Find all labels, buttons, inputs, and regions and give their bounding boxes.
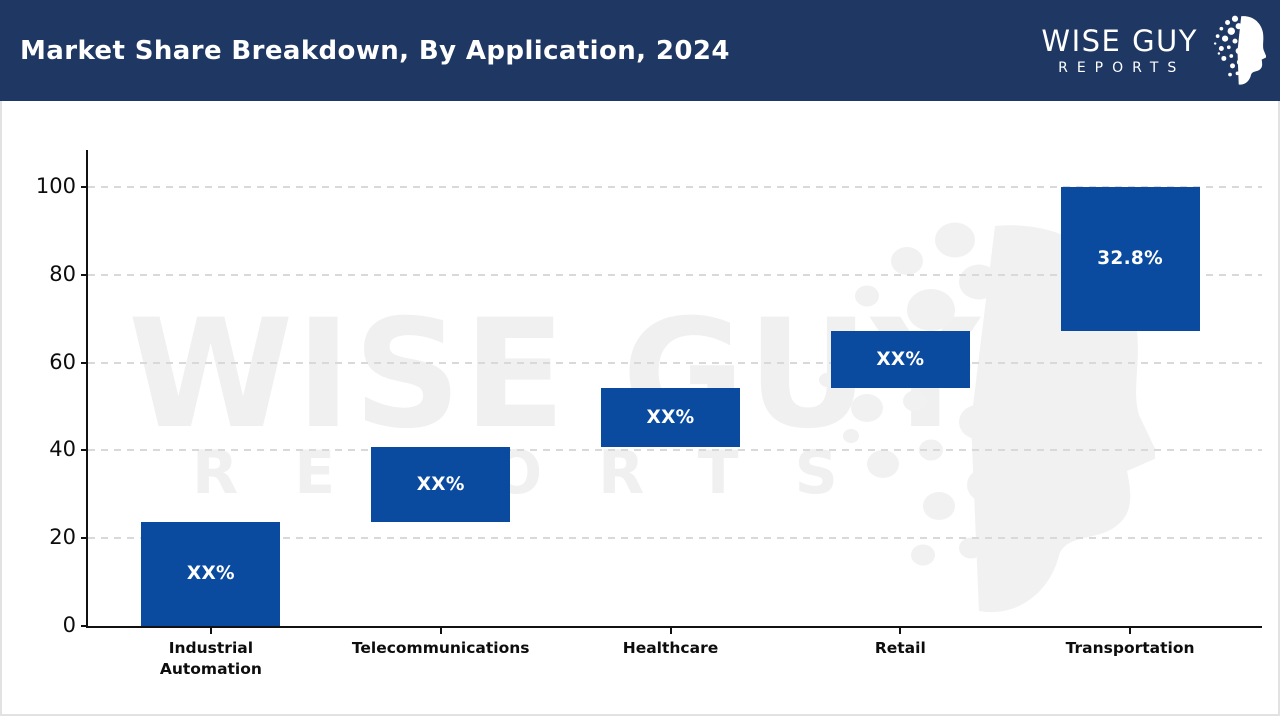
bar-healthcare: XX%	[601, 388, 740, 448]
y-tick-20	[81, 537, 88, 540]
x-tick-label-0: Industrial Automation	[96, 638, 326, 680]
x-tick-label-line: Retail	[874, 639, 926, 657]
x-tick-label-1: Telecommunications	[326, 638, 556, 659]
logo-wordmark-main: WISE GUY	[1041, 24, 1198, 58]
bar-value-label: XX%	[876, 349, 925, 371]
y-tick-40	[81, 449, 88, 452]
x-tick-0	[209, 628, 212, 634]
logo-head-icon	[1213, 15, 1266, 85]
x-tick-2	[669, 628, 672, 634]
logo-wordmark: WISE GUY REPORTS	[1041, 25, 1198, 76]
y-tick-label-40: 40	[49, 437, 76, 462]
gridline-60	[88, 361, 1262, 364]
x-tick-4	[1129, 628, 1132, 634]
y-tick-label-80: 80	[49, 261, 76, 286]
y-tick-label-100: 100	[35, 174, 76, 198]
x-axis-line	[86, 626, 1262, 628]
x-tick-label-line: Automation	[159, 660, 262, 678]
bar-value-label: XX%	[646, 407, 695, 429]
y-tick-60	[81, 361, 88, 364]
bar-industrial-automation: XX%	[141, 521, 281, 626]
y-tick-100	[81, 186, 88, 188]
gridline-40	[88, 449, 1262, 452]
bar-value-label: 32.8%	[1097, 248, 1163, 270]
y-tick-0	[81, 625, 88, 627]
y-tick-label-60: 60	[49, 349, 76, 374]
gridline-80	[88, 273, 1262, 276]
bar-retail: XX%	[830, 330, 970, 389]
x-tick-label-3: Retail	[785, 638, 1015, 659]
x-tick-1	[439, 628, 442, 634]
x-tick-label-line: Transportation	[1065, 639, 1195, 657]
bar-telecommunications: XX%	[371, 447, 511, 522]
y-tick-label-0: 0	[62, 613, 76, 637]
y-tick-label-20: 20	[49, 525, 76, 550]
y-axis-line	[86, 150, 88, 628]
header: Market Share Breakdown, By Application, …	[0, 0, 1280, 101]
bar-value-label: XX%	[186, 563, 235, 585]
logo-wordmark-sub: REPORTS	[1058, 60, 1186, 76]
x-tick-3	[899, 628, 902, 634]
page-title: Market Share Breakdown, By Application, …	[20, 35, 730, 66]
gridline-100	[88, 186, 1262, 188]
y-tick-80	[81, 273, 88, 276]
x-tick-label-line: Industrial	[168, 639, 254, 657]
x-tick-label-4: Transportation	[1015, 638, 1245, 659]
bar-value-label: XX%	[416, 474, 465, 496]
x-tick-label-2: Healthcare	[556, 638, 786, 659]
bar-transportation: 32.8%	[1060, 187, 1200, 331]
gridline-20	[88, 537, 1262, 540]
x-tick-label-line: Telecommunications	[351, 639, 530, 657]
x-tick-label-line: Healthcare	[622, 639, 719, 657]
brand-logo: WISE GUY REPORTS	[1041, 10, 1280, 92]
